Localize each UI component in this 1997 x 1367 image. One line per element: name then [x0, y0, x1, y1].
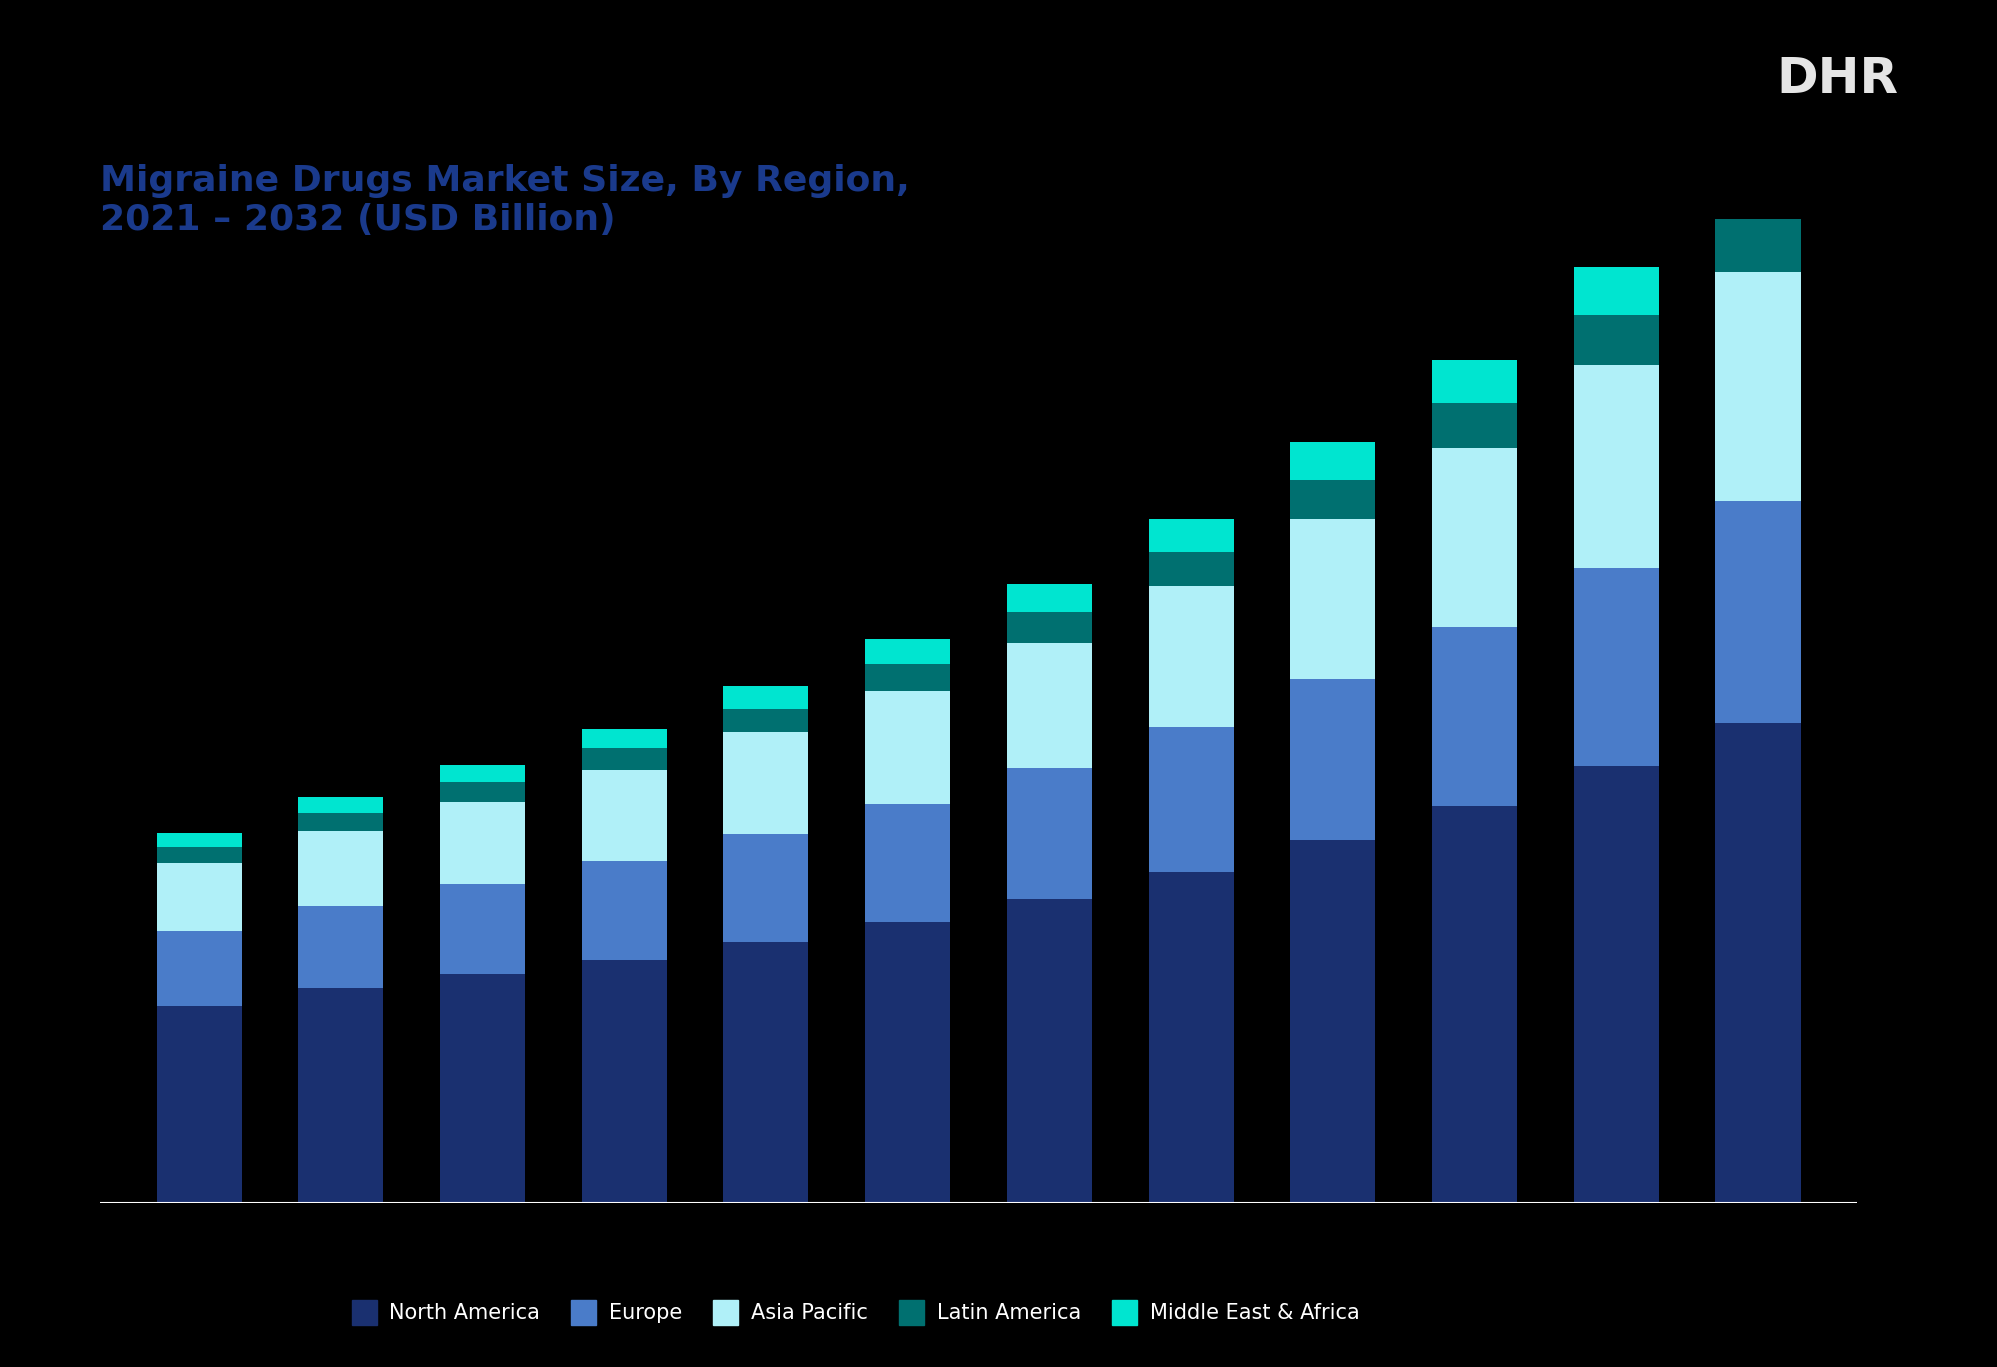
- Bar: [1290, 519, 1376, 678]
- Bar: [723, 686, 809, 709]
- Bar: [581, 729, 667, 748]
- Bar: [1290, 839, 1376, 1203]
- Bar: [1148, 727, 1234, 872]
- Bar: [1715, 160, 1801, 215]
- Bar: [865, 804, 951, 921]
- Bar: [1432, 403, 1518, 448]
- Bar: [865, 664, 951, 692]
- Bar: [156, 863, 242, 931]
- Bar: [298, 797, 383, 813]
- Bar: [1290, 678, 1376, 839]
- Bar: [581, 770, 667, 861]
- Bar: [298, 988, 383, 1203]
- Bar: [298, 906, 383, 988]
- Text: DHR: DHR: [1775, 55, 1899, 103]
- Bar: [439, 764, 525, 782]
- Bar: [156, 1006, 242, 1203]
- Bar: [1006, 768, 1092, 898]
- Bar: [1006, 642, 1092, 768]
- Bar: [1148, 585, 1234, 727]
- Bar: [581, 748, 667, 770]
- Bar: [865, 692, 951, 804]
- Bar: [1432, 360, 1518, 403]
- Bar: [1148, 519, 1234, 551]
- Bar: [1715, 723, 1801, 1203]
- Bar: [723, 733, 809, 834]
- Bar: [1290, 443, 1376, 480]
- Bar: [439, 802, 525, 884]
- Text: Migraine Drugs Market Size, By Region,
2021 – 2032 (USD Billion): Migraine Drugs Market Size, By Region, 2…: [100, 164, 909, 238]
- Bar: [156, 931, 242, 1006]
- Bar: [1715, 502, 1801, 723]
- Bar: [1148, 551, 1234, 585]
- Bar: [439, 782, 525, 802]
- Bar: [439, 973, 525, 1203]
- Bar: [581, 861, 667, 960]
- Bar: [439, 884, 525, 973]
- Bar: [1574, 567, 1660, 767]
- Bar: [1006, 898, 1092, 1203]
- Bar: [1006, 612, 1092, 642]
- Bar: [298, 813, 383, 831]
- Bar: [1574, 365, 1660, 567]
- Bar: [1574, 767, 1660, 1203]
- Bar: [865, 921, 951, 1203]
- Bar: [298, 831, 383, 906]
- Bar: [156, 833, 242, 846]
- Bar: [1574, 316, 1660, 365]
- Bar: [1432, 626, 1518, 805]
- Bar: [865, 640, 951, 664]
- Bar: [581, 960, 667, 1203]
- Bar: [1290, 480, 1376, 519]
- Bar: [1006, 584, 1092, 612]
- Bar: [723, 942, 809, 1203]
- Bar: [1574, 267, 1660, 316]
- Legend: North America, Europe, Asia Pacific, Latin America, Middle East & Africa: North America, Europe, Asia Pacific, Lat…: [343, 1292, 1368, 1333]
- Bar: [1715, 215, 1801, 272]
- Bar: [723, 834, 809, 942]
- Bar: [1432, 448, 1518, 626]
- Bar: [723, 709, 809, 733]
- Bar: [1715, 272, 1801, 502]
- Bar: [1148, 872, 1234, 1203]
- Bar: [156, 846, 242, 863]
- Bar: [1432, 805, 1518, 1203]
